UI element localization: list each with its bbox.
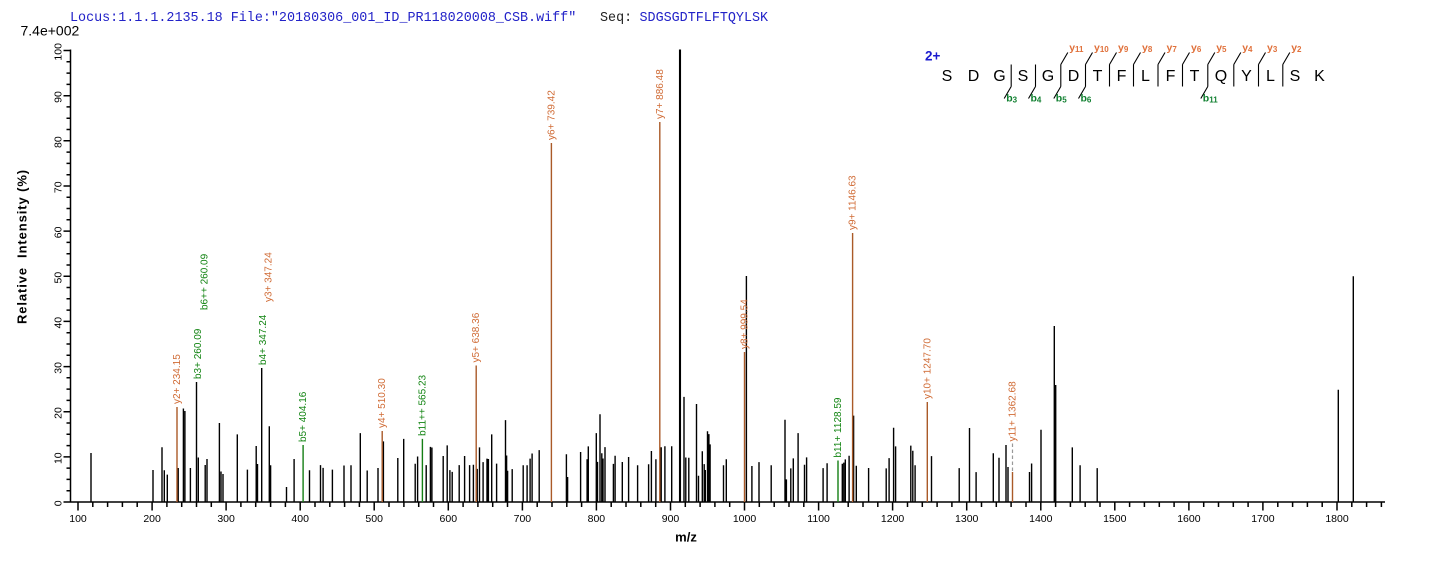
svg-text:50: 50 bbox=[53, 272, 65, 284]
svg-text:10: 10 bbox=[53, 452, 65, 464]
svg-text:y4+ 510.30: y4+ 510.30 bbox=[377, 378, 388, 428]
svg-text:y8: y8 bbox=[1142, 42, 1153, 54]
svg-text:y3: y3 bbox=[1267, 42, 1278, 54]
svg-text:1400: 1400 bbox=[1029, 513, 1053, 525]
svg-text:D: D bbox=[968, 68, 980, 85]
svg-text:1000: 1000 bbox=[733, 513, 757, 525]
svg-text:100: 100 bbox=[53, 43, 65, 61]
svg-text:1300: 1300 bbox=[955, 513, 979, 525]
svg-text:700: 700 bbox=[514, 513, 532, 525]
svg-text:1500: 1500 bbox=[1103, 513, 1127, 525]
svg-text:300: 300 bbox=[217, 513, 235, 525]
svg-text:0: 0 bbox=[53, 500, 65, 506]
svg-text:y7+ 886.48: y7+ 886.48 bbox=[655, 69, 666, 119]
svg-text:1700: 1700 bbox=[1251, 513, 1275, 525]
svg-text:y10+ 1247.70: y10+ 1247.70 bbox=[922, 338, 933, 399]
svg-text:90: 90 bbox=[53, 91, 65, 103]
svg-text:y2+ 234.15: y2+ 234.15 bbox=[172, 354, 183, 404]
svg-text:100: 100 bbox=[69, 513, 87, 525]
svg-text:Locus:1.1.1.2135.18 File:"2018: Locus:1.1.1.2135.18 File:"20180306_001_I… bbox=[70, 11, 576, 26]
svg-text:F: F bbox=[1117, 68, 1127, 85]
svg-text:L: L bbox=[1266, 68, 1275, 85]
svg-text:y9: y9 bbox=[1118, 42, 1129, 54]
svg-text:G: G bbox=[993, 68, 1005, 85]
svg-text:S: S bbox=[1018, 68, 1029, 85]
svg-text:m/z: m/z bbox=[675, 530, 697, 545]
svg-text:S: S bbox=[942, 68, 953, 85]
svg-text:y5: y5 bbox=[1216, 42, 1227, 54]
svg-text:30: 30 bbox=[53, 362, 65, 374]
svg-text:1600: 1600 bbox=[1177, 513, 1201, 525]
svg-text:L: L bbox=[1141, 68, 1150, 85]
svg-text:7.4e+002: 7.4e+002 bbox=[21, 22, 80, 38]
svg-text:SDGSGDTFLFTQYLSK: SDGSGDTFLFTQYLSK bbox=[640, 11, 770, 26]
svg-text:y6+ 739.42: y6+ 739.42 bbox=[546, 90, 557, 140]
svg-text:b3+ 260.09: b3+ 260.09 bbox=[193, 328, 204, 379]
svg-text:b3: b3 bbox=[1006, 93, 1017, 105]
svg-text:b11: b11 bbox=[1203, 93, 1218, 105]
svg-text:G: G bbox=[1042, 68, 1054, 85]
svg-text:y11+ 1362.68: y11+ 1362.68 bbox=[1008, 381, 1019, 442]
svg-text:1800: 1800 bbox=[1325, 513, 1349, 525]
svg-text:b11+ 1128.59: b11+ 1128.59 bbox=[833, 397, 844, 457]
svg-text:S: S bbox=[1290, 68, 1301, 85]
svg-text:1100: 1100 bbox=[807, 513, 830, 525]
svg-text:1200: 1200 bbox=[881, 513, 905, 525]
svg-text:y7: y7 bbox=[1167, 42, 1178, 54]
svg-text:Seq:: Seq: bbox=[600, 11, 632, 26]
svg-text:b6: b6 bbox=[1081, 93, 1092, 105]
svg-text:F: F bbox=[1166, 68, 1176, 85]
svg-text:y9+ 1146.63: y9+ 1146.63 bbox=[848, 175, 859, 230]
svg-text:T: T bbox=[1190, 68, 1200, 85]
svg-text:2+: 2+ bbox=[925, 49, 941, 64]
svg-text:y5+ 638.36: y5+ 638.36 bbox=[471, 312, 482, 362]
svg-text:80: 80 bbox=[53, 136, 65, 148]
svg-text:Q: Q bbox=[1215, 68, 1227, 85]
svg-text:b4+ 347.24: b4+ 347.24 bbox=[258, 314, 269, 365]
svg-text:b5: b5 bbox=[1056, 93, 1067, 105]
svg-text:200: 200 bbox=[143, 513, 161, 525]
svg-text:400: 400 bbox=[291, 513, 309, 525]
svg-text:900: 900 bbox=[662, 513, 680, 525]
svg-text:y6: y6 bbox=[1191, 42, 1202, 54]
svg-text:y8+ 999.54: y8+ 999.54 bbox=[740, 299, 751, 349]
svg-text:b11++ 565.23: b11++ 565.23 bbox=[417, 374, 428, 435]
svg-text:Y: Y bbox=[1241, 68, 1252, 85]
svg-text:y2: y2 bbox=[1291, 42, 1302, 54]
svg-text:D: D bbox=[1068, 68, 1080, 85]
svg-text:60: 60 bbox=[53, 226, 65, 238]
svg-text:70: 70 bbox=[53, 181, 65, 193]
svg-text:500: 500 bbox=[365, 513, 383, 525]
svg-text:600: 600 bbox=[440, 513, 458, 525]
svg-text:20: 20 bbox=[53, 407, 65, 419]
svg-text:y11: y11 bbox=[1069, 42, 1084, 54]
svg-text:b5+ 404.16: b5+ 404.16 bbox=[298, 391, 309, 442]
svg-text:40: 40 bbox=[53, 317, 65, 329]
svg-text:y4: y4 bbox=[1242, 42, 1253, 54]
svg-text:800: 800 bbox=[588, 513, 606, 525]
svg-text:y10: y10 bbox=[1094, 42, 1109, 54]
svg-text:K: K bbox=[1314, 68, 1325, 85]
svg-text:T: T bbox=[1093, 68, 1103, 85]
svg-text:b4: b4 bbox=[1031, 93, 1042, 105]
svg-text:y3+ 347.24: y3+ 347.24 bbox=[264, 252, 275, 302]
svg-text:b6++ 260.09: b6++ 260.09 bbox=[200, 253, 211, 310]
svg-text:Relative Intensity (%): Relative Intensity (%) bbox=[15, 169, 30, 324]
